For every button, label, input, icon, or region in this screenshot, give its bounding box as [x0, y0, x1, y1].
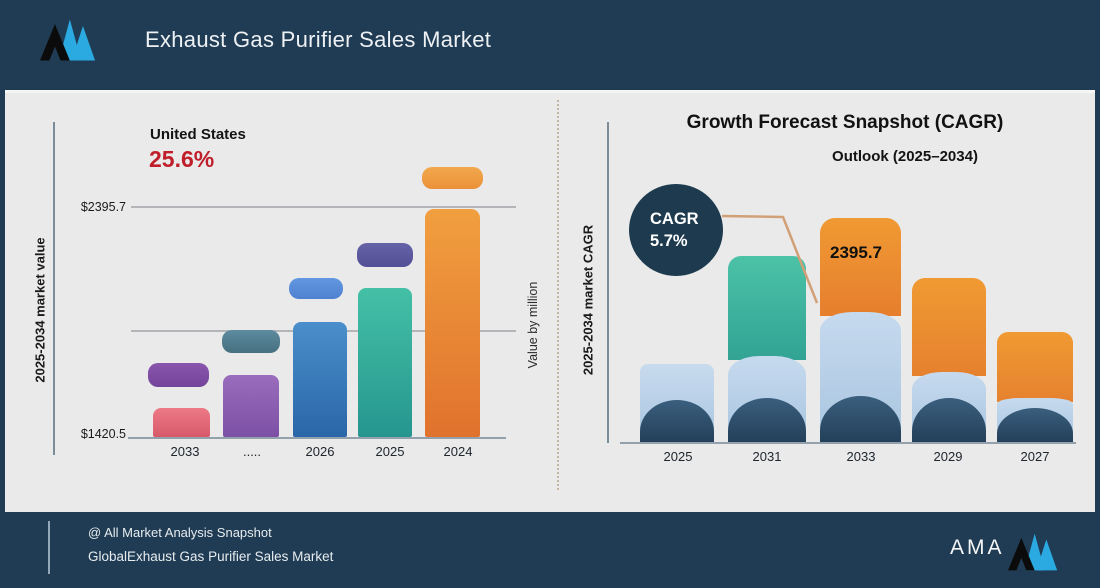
peak-value-label: 2395.7 — [830, 243, 882, 262]
cagr-badge-label: CAGR — [650, 209, 699, 228]
cagr-y-axis-label: 2025-2034 market CAGR — [580, 224, 596, 376]
cagr-connector-line — [721, 214, 819, 304]
cagr-bar-2029-segment — [912, 278, 986, 376]
us-bar-2033-segment — [148, 363, 209, 387]
us-tick-top: $2395.7 — [80, 200, 126, 214]
cagr-bar-2031-segment — [728, 256, 806, 360]
us-region-label: United States — [150, 126, 246, 143]
footer-bar: @ All Market Analysis Snapshot GlobalExh… — [0, 512, 1100, 588]
cagr-baseline — [620, 442, 1076, 444]
us-bar-2024-segment — [422, 167, 483, 189]
cagr-bar-2029-x-label: 2029 — [933, 449, 963, 464]
cagr-chart-title: Growth Forecast Snapshot (CAGR) — [686, 112, 1004, 133]
cagr-bar-2027-x-label: 2027 — [1020, 449, 1050, 464]
cagr-badge: CAGR 5.7% — [629, 184, 723, 276]
us-bar-dots-x-label: ..... — [242, 444, 262, 459]
us-y-axis-label: 2025-2034 market value — [32, 237, 48, 383]
cagr-bar-2033-segment — [820, 218, 901, 316]
us-right-axis-label: Value by million — [526, 281, 540, 369]
us-bar-dots-segment — [222, 330, 280, 353]
us-bar-2033-x-label: 2033 — [170, 444, 200, 459]
footer-brand-text: AMA — [950, 536, 1005, 559]
ama-logo-icon — [1008, 533, 1058, 571]
cagr-chart-subtitle: Outlook (2025–2034) — [832, 148, 978, 165]
us-bar-2024-x-label: 2024 — [443, 444, 473, 459]
footer-credit: @ All Market Analysis Snapshot — [88, 525, 272, 540]
us-gridline-top — [131, 206, 516, 208]
us-bar-dots-segment — [223, 375, 279, 437]
panel-divider — [557, 100, 559, 490]
us-bar-2025-segment — [358, 288, 412, 437]
page-title: Exhaust Gas Purifier Sales Market — [145, 27, 492, 52]
footer-report-name: GlobalExhaust Gas Purifier Sales Market — [88, 549, 334, 564]
cagr-badge-value: 5.7% — [650, 231, 688, 250]
cagr-y-axis-line — [607, 122, 609, 443]
footer-divider — [48, 521, 50, 574]
cagr-bar-2033-x-label: 2033 — [846, 449, 876, 464]
us-bar-2026-x-label: 2026 — [305, 444, 335, 459]
us-y-axis-line — [53, 122, 55, 455]
header-bar: Exhaust Gas Purifier Sales Market — [0, 0, 1100, 90]
cagr-bar-2025-x-label: 2025 — [663, 449, 693, 464]
cagr-bar-2027-segment — [997, 408, 1073, 442]
us-bar-2033-segment — [153, 408, 210, 437]
us-bar-2025-segment — [357, 243, 413, 267]
ama-logo-icon — [40, 19, 96, 61]
cagr-bar-2031-x-label: 2031 — [752, 449, 782, 464]
us-bar-2026-segment — [289, 278, 343, 299]
us-bar-2025-x-label: 2025 — [375, 444, 405, 459]
cagr-bar-2027-segment — [997, 332, 1073, 402]
us-baseline — [128, 437, 506, 439]
us-tick-bottom: $1420.5 — [80, 427, 126, 441]
us-share-value: 25.6% — [149, 146, 215, 172]
us-bar-2024-segment — [425, 209, 480, 437]
us-bar-2026-segment — [293, 322, 347, 437]
